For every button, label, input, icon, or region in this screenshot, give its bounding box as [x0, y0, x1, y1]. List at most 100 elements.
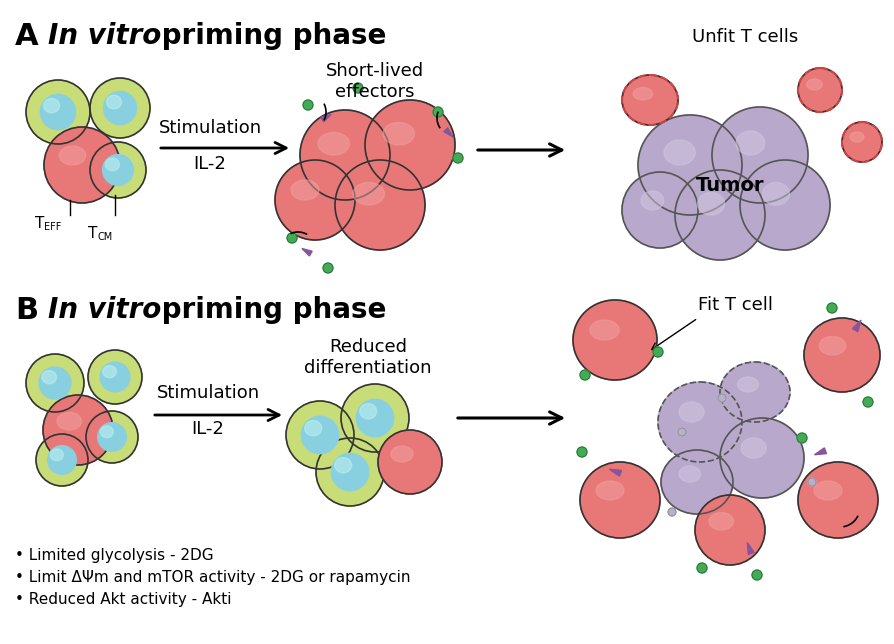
Ellipse shape	[596, 481, 624, 500]
Text: In vitro: In vitro	[48, 22, 162, 50]
Ellipse shape	[105, 158, 120, 171]
Text: Stimulation: Stimulation	[156, 384, 259, 402]
Ellipse shape	[104, 91, 137, 124]
Circle shape	[353, 83, 363, 93]
Text: Tumor: Tumor	[696, 176, 764, 194]
Ellipse shape	[383, 122, 415, 145]
Ellipse shape	[40, 95, 76, 129]
Ellipse shape	[798, 68, 842, 112]
Circle shape	[323, 263, 333, 273]
Polygon shape	[321, 115, 331, 122]
Ellipse shape	[335, 160, 425, 250]
Text: T: T	[35, 216, 45, 231]
Circle shape	[303, 100, 313, 110]
Ellipse shape	[580, 462, 660, 538]
Ellipse shape	[39, 367, 71, 399]
Ellipse shape	[819, 337, 846, 355]
Ellipse shape	[638, 115, 742, 215]
Ellipse shape	[300, 110, 390, 200]
Ellipse shape	[814, 481, 842, 500]
Text: • Limit ΔΨm and mTOR activity - 2DG or rapamycin: • Limit ΔΨm and mTOR activity - 2DG or r…	[15, 570, 410, 585]
Ellipse shape	[590, 320, 620, 340]
Ellipse shape	[365, 100, 455, 190]
Ellipse shape	[50, 449, 63, 460]
Circle shape	[668, 508, 676, 516]
Ellipse shape	[806, 79, 822, 90]
Ellipse shape	[695, 495, 765, 565]
Text: EFF: EFF	[44, 222, 62, 232]
Ellipse shape	[103, 366, 116, 377]
Ellipse shape	[100, 362, 130, 392]
Ellipse shape	[664, 140, 696, 165]
Ellipse shape	[44, 127, 120, 203]
Text: T: T	[88, 226, 97, 241]
Circle shape	[827, 303, 837, 313]
Ellipse shape	[318, 133, 350, 155]
Text: In vitro: In vitro	[48, 296, 162, 324]
Ellipse shape	[90, 78, 150, 138]
Polygon shape	[747, 542, 755, 554]
Ellipse shape	[850, 132, 864, 142]
Ellipse shape	[286, 401, 354, 469]
Ellipse shape	[720, 418, 804, 498]
Ellipse shape	[305, 421, 322, 436]
Ellipse shape	[842, 122, 882, 162]
Ellipse shape	[658, 382, 742, 462]
Text: Short-lived
effectors: Short-lived effectors	[326, 62, 424, 101]
Ellipse shape	[106, 95, 122, 109]
Text: IL-2: IL-2	[194, 155, 226, 173]
Ellipse shape	[59, 146, 86, 165]
Circle shape	[797, 433, 807, 443]
Ellipse shape	[57, 413, 81, 430]
Text: Fit T cell: Fit T cell	[698, 296, 773, 314]
Ellipse shape	[44, 99, 60, 113]
Polygon shape	[853, 320, 861, 332]
Ellipse shape	[47, 446, 76, 474]
Circle shape	[718, 394, 726, 402]
Ellipse shape	[334, 457, 351, 473]
Circle shape	[697, 563, 707, 573]
Ellipse shape	[573, 300, 657, 380]
Ellipse shape	[86, 411, 138, 463]
Ellipse shape	[88, 350, 142, 404]
Text: Reduced
differentiation: Reduced differentiation	[304, 338, 432, 377]
Ellipse shape	[661, 450, 733, 514]
Ellipse shape	[798, 462, 878, 538]
Ellipse shape	[341, 384, 409, 452]
Circle shape	[287, 233, 297, 243]
Circle shape	[808, 478, 816, 486]
Ellipse shape	[291, 180, 319, 200]
Ellipse shape	[36, 434, 88, 486]
Ellipse shape	[679, 466, 701, 482]
Ellipse shape	[97, 422, 126, 451]
Ellipse shape	[804, 318, 880, 392]
Ellipse shape	[675, 170, 765, 260]
Ellipse shape	[103, 155, 133, 185]
Ellipse shape	[633, 88, 653, 100]
Circle shape	[453, 153, 463, 163]
Ellipse shape	[697, 193, 724, 215]
Ellipse shape	[43, 395, 113, 465]
Circle shape	[678, 428, 686, 436]
Ellipse shape	[275, 160, 355, 240]
Circle shape	[433, 107, 443, 117]
Ellipse shape	[26, 80, 90, 144]
Text: • Limited glycolysis - 2DG: • Limited glycolysis - 2DG	[15, 548, 214, 563]
Circle shape	[863, 397, 873, 407]
Text: priming phase: priming phase	[152, 22, 386, 50]
Ellipse shape	[741, 438, 766, 458]
Ellipse shape	[316, 438, 384, 506]
Ellipse shape	[353, 182, 384, 205]
Ellipse shape	[391, 446, 413, 462]
Ellipse shape	[740, 160, 830, 250]
Ellipse shape	[763, 182, 789, 205]
Ellipse shape	[359, 404, 376, 419]
Text: • Reduced Akt activity - Akti: • Reduced Akt activity - Akti	[15, 592, 232, 607]
Text: priming phase: priming phase	[152, 296, 386, 324]
Ellipse shape	[100, 426, 114, 438]
Circle shape	[580, 370, 590, 380]
Ellipse shape	[301, 416, 339, 454]
Ellipse shape	[720, 362, 790, 422]
Circle shape	[653, 347, 663, 357]
Polygon shape	[302, 249, 312, 256]
